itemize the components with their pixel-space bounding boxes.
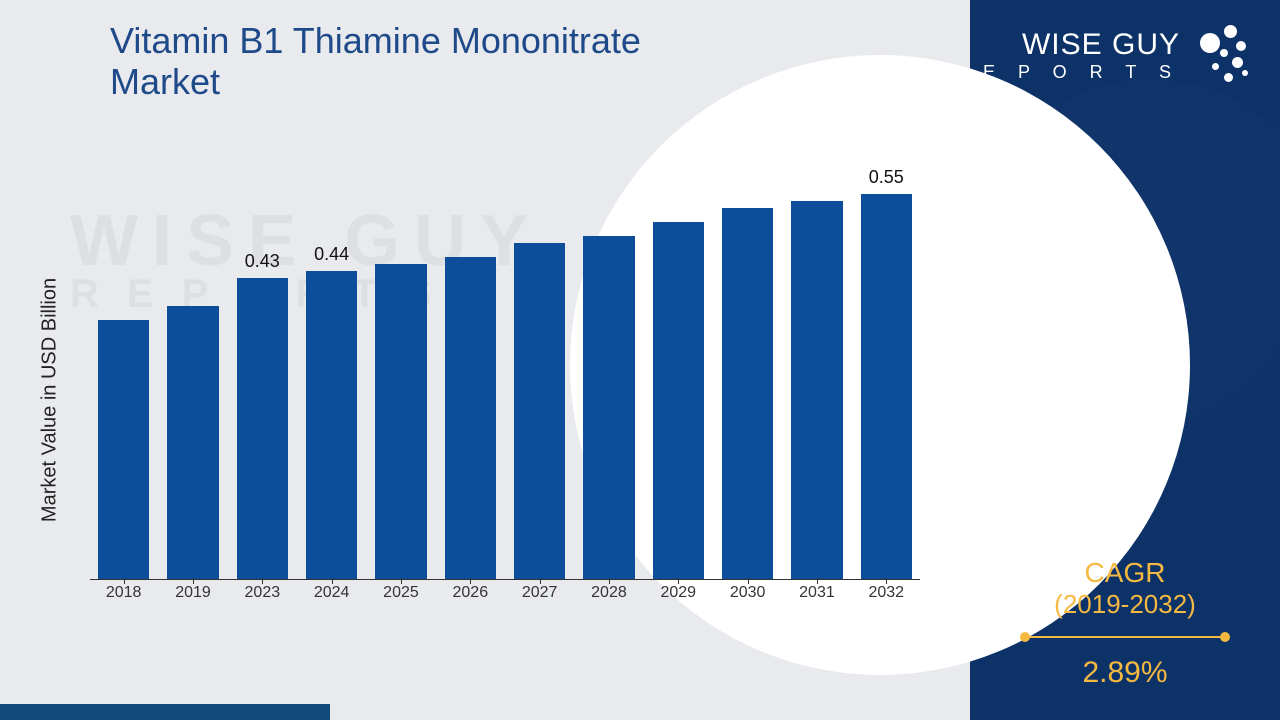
- bar-value-label: 0.43: [245, 251, 280, 272]
- x-axis-tick: 2032: [861, 584, 912, 602]
- bar-col: 0.44: [306, 271, 357, 579]
- chart-title: Vitamin B1 Thiamine Mononitrate Market: [110, 20, 641, 103]
- bar-col: [167, 306, 218, 579]
- x-axis-tick: 2027: [514, 584, 565, 602]
- brand-logo: WISE GUY R E P O R T S: [947, 15, 1260, 95]
- bar-col: [791, 201, 842, 579]
- bar: [653, 222, 704, 579]
- bar-col: 0.43: [237, 278, 288, 579]
- bar: [445, 257, 496, 579]
- logo-head-icon: [1190, 15, 1260, 95]
- plot-area: 0.43 0.44 0.55: [90, 160, 920, 580]
- cagr-title: CAGR: [995, 557, 1255, 589]
- x-axis-tick: 2030: [722, 584, 773, 602]
- x-axis-tick: 2023: [237, 584, 288, 602]
- bar-col: 0.55: [861, 194, 912, 579]
- x-axis-tick: 2026: [445, 584, 496, 602]
- bar: [722, 208, 773, 579]
- bottom-accent-bar: [0, 704, 330, 720]
- x-axis-tick: 2029: [653, 584, 704, 602]
- x-axis-tick: 2018: [98, 584, 149, 602]
- x-axis-tick: 2031: [791, 584, 842, 602]
- bar-col: [445, 257, 496, 579]
- title-line2: Market: [110, 61, 220, 102]
- bar-col: [375, 264, 426, 579]
- bar: [306, 271, 357, 579]
- bar-col: [514, 243, 565, 579]
- cagr-value: 2.89%: [995, 656, 1255, 690]
- bar: [514, 243, 565, 579]
- bar-col: [583, 236, 634, 579]
- bar: [791, 201, 842, 579]
- bar-chart: Market Value in USD Billion 0.43 0.44 0.…: [40, 160, 920, 620]
- bar: [167, 306, 218, 579]
- x-axis-tick: 2025: [375, 584, 426, 602]
- bar-value-label: 0.55: [869, 167, 904, 188]
- x-axis-tick: 2028: [583, 584, 634, 602]
- bar: [98, 320, 149, 579]
- bar-value-label: 0.44: [314, 244, 349, 265]
- cagr-period: (2019-2032): [995, 589, 1255, 620]
- x-axis-tick: 2024: [306, 584, 357, 602]
- x-axis-tick: 2019: [167, 584, 218, 602]
- bar: [861, 194, 912, 579]
- bar: [375, 264, 426, 579]
- bar: [237, 278, 288, 579]
- bar-col: [722, 208, 773, 579]
- x-axis: 2018 2019 2023 2024 2025 2026 2027 2028 2029 2030…: [90, 584, 920, 602]
- title-line1: Vitamin B1 Thiamine Mononitrate: [110, 20, 641, 61]
- bar-col: [98, 320, 149, 579]
- bar-col: [653, 222, 704, 579]
- bar: [583, 236, 634, 579]
- cagr-divider: [1025, 636, 1225, 638]
- cagr-block: CAGR (2019-2032) 2.89%: [995, 557, 1255, 690]
- y-axis-label: Market Value in USD Billion: [39, 278, 62, 522]
- logo-line2: R E P O R T S: [947, 62, 1180, 83]
- logo-text: WISE GUY R E P O R T S: [947, 28, 1180, 83]
- logo-line1: WISE GUY: [947, 28, 1180, 62]
